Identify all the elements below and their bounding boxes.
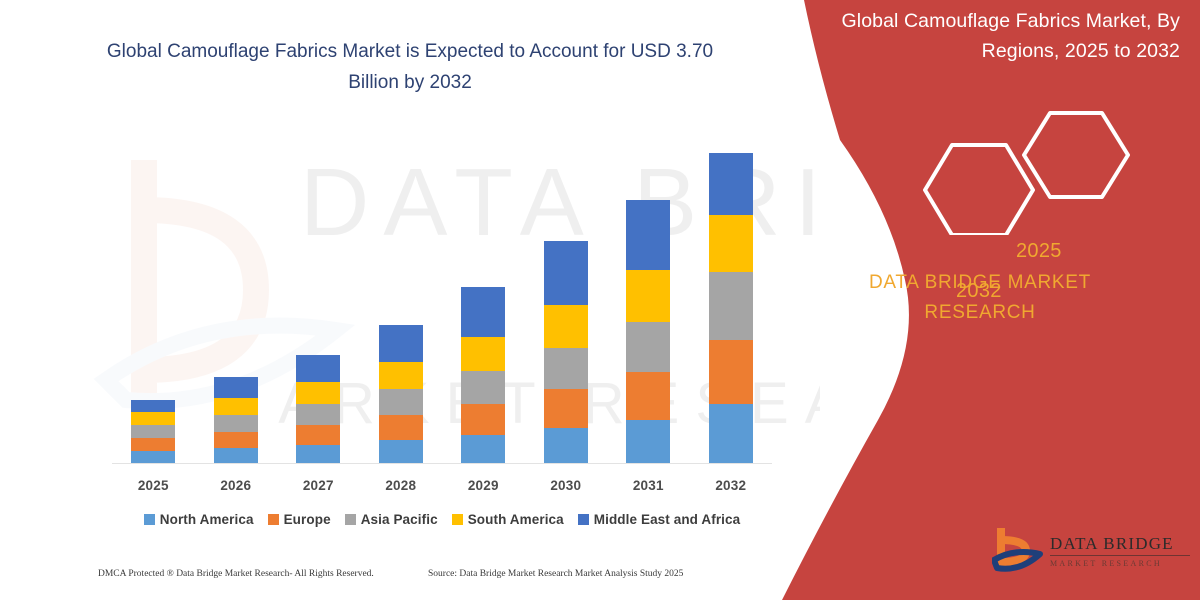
logo-sub-text: MARKET RESEARCH <box>1050 559 1162 568</box>
bar-segment <box>131 412 176 425</box>
company-logo: DATA BRIDGE MARKET RESEARCH <box>992 528 1192 584</box>
bar-segment <box>626 200 671 270</box>
bar-2030 <box>543 241 588 463</box>
x-axis-tick-2032: 2032 <box>715 478 747 493</box>
bar-2026 <box>213 377 258 463</box>
footer: DMCA Protected ® Data Bridge Market Rese… <box>0 565 800 587</box>
panel-shape <box>782 0 1200 600</box>
hex-badge-group: 2025 2032 <box>910 105 1140 302</box>
legend-label: Europe <box>283 512 331 527</box>
bar-2031 <box>626 200 671 463</box>
bar-segment <box>213 432 258 448</box>
hex-badge-shapes <box>923 111 1130 235</box>
x-axis-tick-2029: 2029 <box>467 478 499 493</box>
x-axis-tick-2025: 2025 <box>137 478 169 493</box>
bar-segment <box>626 270 671 322</box>
x-axis-tick-2031: 2031 <box>632 478 664 493</box>
legend-label: Middle East and Africa <box>593 512 741 527</box>
legend-item[interactable]: Europe <box>267 512 331 527</box>
data-bridge-logo-icon <box>992 528 1043 572</box>
bar-segment <box>543 428 588 463</box>
bar-segment <box>213 398 258 415</box>
bar-segment <box>296 382 341 404</box>
bar-segment <box>543 389 588 428</box>
x-axis-line <box>112 463 772 464</box>
bar-segment <box>461 404 506 435</box>
brand-name-line-2: RESEARCH <box>924 302 1036 323</box>
bar-segment <box>296 404 341 425</box>
bar-2027 <box>296 355 341 463</box>
bar-segment <box>461 371 506 404</box>
bar-segment <box>131 451 176 463</box>
bar-segment <box>708 215 753 272</box>
bar-segment <box>213 415 258 432</box>
chart-legend: North America Europe Asia Pacific South Ame… <box>112 512 772 527</box>
bar-segment <box>378 415 423 440</box>
bar-segment <box>543 348 588 389</box>
bar-segment <box>543 305 588 348</box>
bar-2032 <box>708 153 753 463</box>
bar-segment <box>296 355 341 382</box>
hexagon-2032-icon <box>923 143 1035 235</box>
legend-swatch-icon <box>577 514 589 525</box>
hexagon-2025-icon <box>1022 111 1130 199</box>
x-axis-tick-2030: 2030 <box>550 478 582 493</box>
legend-swatch-icon <box>451 514 463 525</box>
legend-item[interactable]: South America <box>451 512 564 527</box>
bar-segment <box>708 272 753 340</box>
bar-segment <box>378 362 423 389</box>
x-axis-tick-2028: 2028 <box>385 478 417 493</box>
bar-segment <box>131 400 176 412</box>
bar-segment <box>213 448 258 463</box>
bar-segment <box>626 322 671 372</box>
logo-wordmark: DATA BRIDGE MARKET RESEARCH <box>1050 534 1190 568</box>
bar-segment <box>626 372 671 420</box>
page-title: Global Camouflage Fabrics Market is Expe… <box>106 41 714 93</box>
legend-label: Asia Pacific <box>360 512 438 527</box>
bar-2025 <box>131 400 176 463</box>
panel-title: Global Camouflage Fabrics Market, By Reg… <box>841 10 1180 62</box>
brand-name: DATA BRIDGE MARKET RESEARCH <box>800 268 1160 328</box>
bar-segment <box>708 404 753 463</box>
bar-segment <box>378 440 423 463</box>
brand-name-line-1: DATA BRIDGE MARKET <box>869 272 1091 293</box>
legend-item[interactable]: North America <box>143 512 254 527</box>
bar-segment <box>461 337 506 371</box>
hex-badge-label-2032: 2032 <box>956 280 1002 302</box>
bar-segment <box>626 420 671 463</box>
bar-segment <box>461 435 506 463</box>
bar-2028 <box>378 325 423 463</box>
legend-label: North America <box>159 512 254 527</box>
hex-badge-label-2025: 2025 <box>1016 240 1062 262</box>
bar-segment <box>378 389 423 415</box>
bar-segment <box>213 377 258 398</box>
logo-main-text: DATA BRIDGE <box>1050 534 1190 556</box>
brand-panel: Global Camouflage Fabrics Market, By Reg… <box>760 0 1200 600</box>
bar-segment <box>708 153 753 215</box>
x-axis-tick-2026: 2026 <box>220 478 252 493</box>
legend-item[interactable]: Middle East and Africa <box>577 512 741 527</box>
legend-item[interactable]: Asia Pacific <box>344 512 438 527</box>
legend-swatch-icon <box>267 514 279 525</box>
bar-2029 <box>461 287 506 463</box>
bar-segment <box>461 287 506 337</box>
bar-segment <box>296 445 341 463</box>
bar-segment <box>131 425 176 438</box>
x-axis-tick-2027: 2027 <box>302 478 334 493</box>
footer-copyright: DMCA Protected ® Data Bridge Market Rese… <box>98 569 374 579</box>
legend-label: South America <box>467 512 564 527</box>
bar-segment <box>378 325 423 362</box>
footer-source: Source: Data Bridge Market Research Mark… <box>428 569 684 579</box>
chart-plot-area: 2025 2026 2027 2028 2029 2030 2031 2032 <box>112 153 772 493</box>
bar-segment <box>543 241 588 305</box>
legend-swatch-icon <box>344 514 356 525</box>
bar-segment <box>708 340 753 404</box>
legend-swatch-icon <box>143 514 155 525</box>
bar-segment <box>131 438 176 451</box>
bar-segment <box>296 425 341 445</box>
